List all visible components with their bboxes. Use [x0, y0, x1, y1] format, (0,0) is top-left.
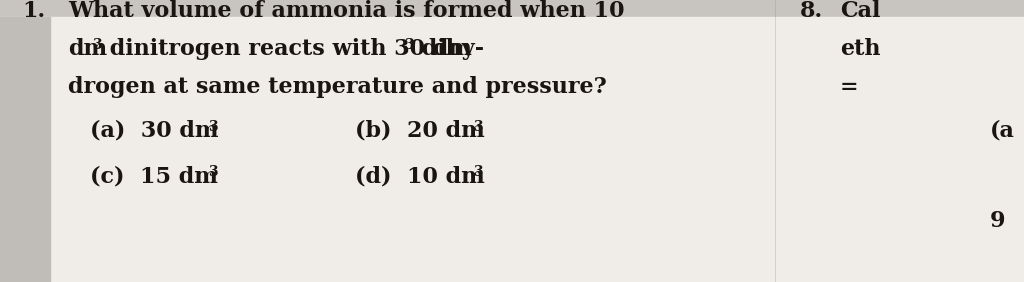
Text: 3: 3: [208, 165, 218, 179]
Text: 3: 3: [404, 38, 414, 52]
Text: (a: (a: [990, 120, 1015, 142]
Text: 8.: 8.: [800, 0, 823, 22]
Text: 3: 3: [473, 165, 482, 179]
Text: 3: 3: [473, 120, 482, 134]
Text: Cal: Cal: [840, 0, 881, 22]
Text: (a)  30 dm: (a) 30 dm: [90, 120, 218, 142]
Bar: [0, 0, 1024, 17]
Text: dihy-: dihy-: [414, 38, 484, 60]
Text: dinitrogen reacts with 30 dm: dinitrogen reacts with 30 dm: [102, 38, 472, 60]
Text: dm: dm: [68, 38, 108, 60]
Text: drogen at same temperature and pressure?: drogen at same temperature and pressure?: [68, 76, 607, 98]
Text: 3: 3: [92, 38, 101, 52]
Text: 9: 9: [990, 210, 1006, 232]
Text: What volume of ammonia is formed when 10: What volume of ammonia is formed when 10: [68, 0, 625, 22]
Text: 3: 3: [208, 120, 218, 134]
Text: (b)  20 dm: (b) 20 dm: [355, 120, 484, 142]
Text: =: =: [840, 76, 859, 98]
Text: (c)  15 dm: (c) 15 dm: [90, 165, 218, 187]
Text: (d)  10 dm: (d) 10 dm: [355, 165, 484, 187]
Text: eth: eth: [840, 38, 881, 60]
Text: 1.: 1.: [22, 0, 45, 22]
Bar: [0, 17, 50, 282]
